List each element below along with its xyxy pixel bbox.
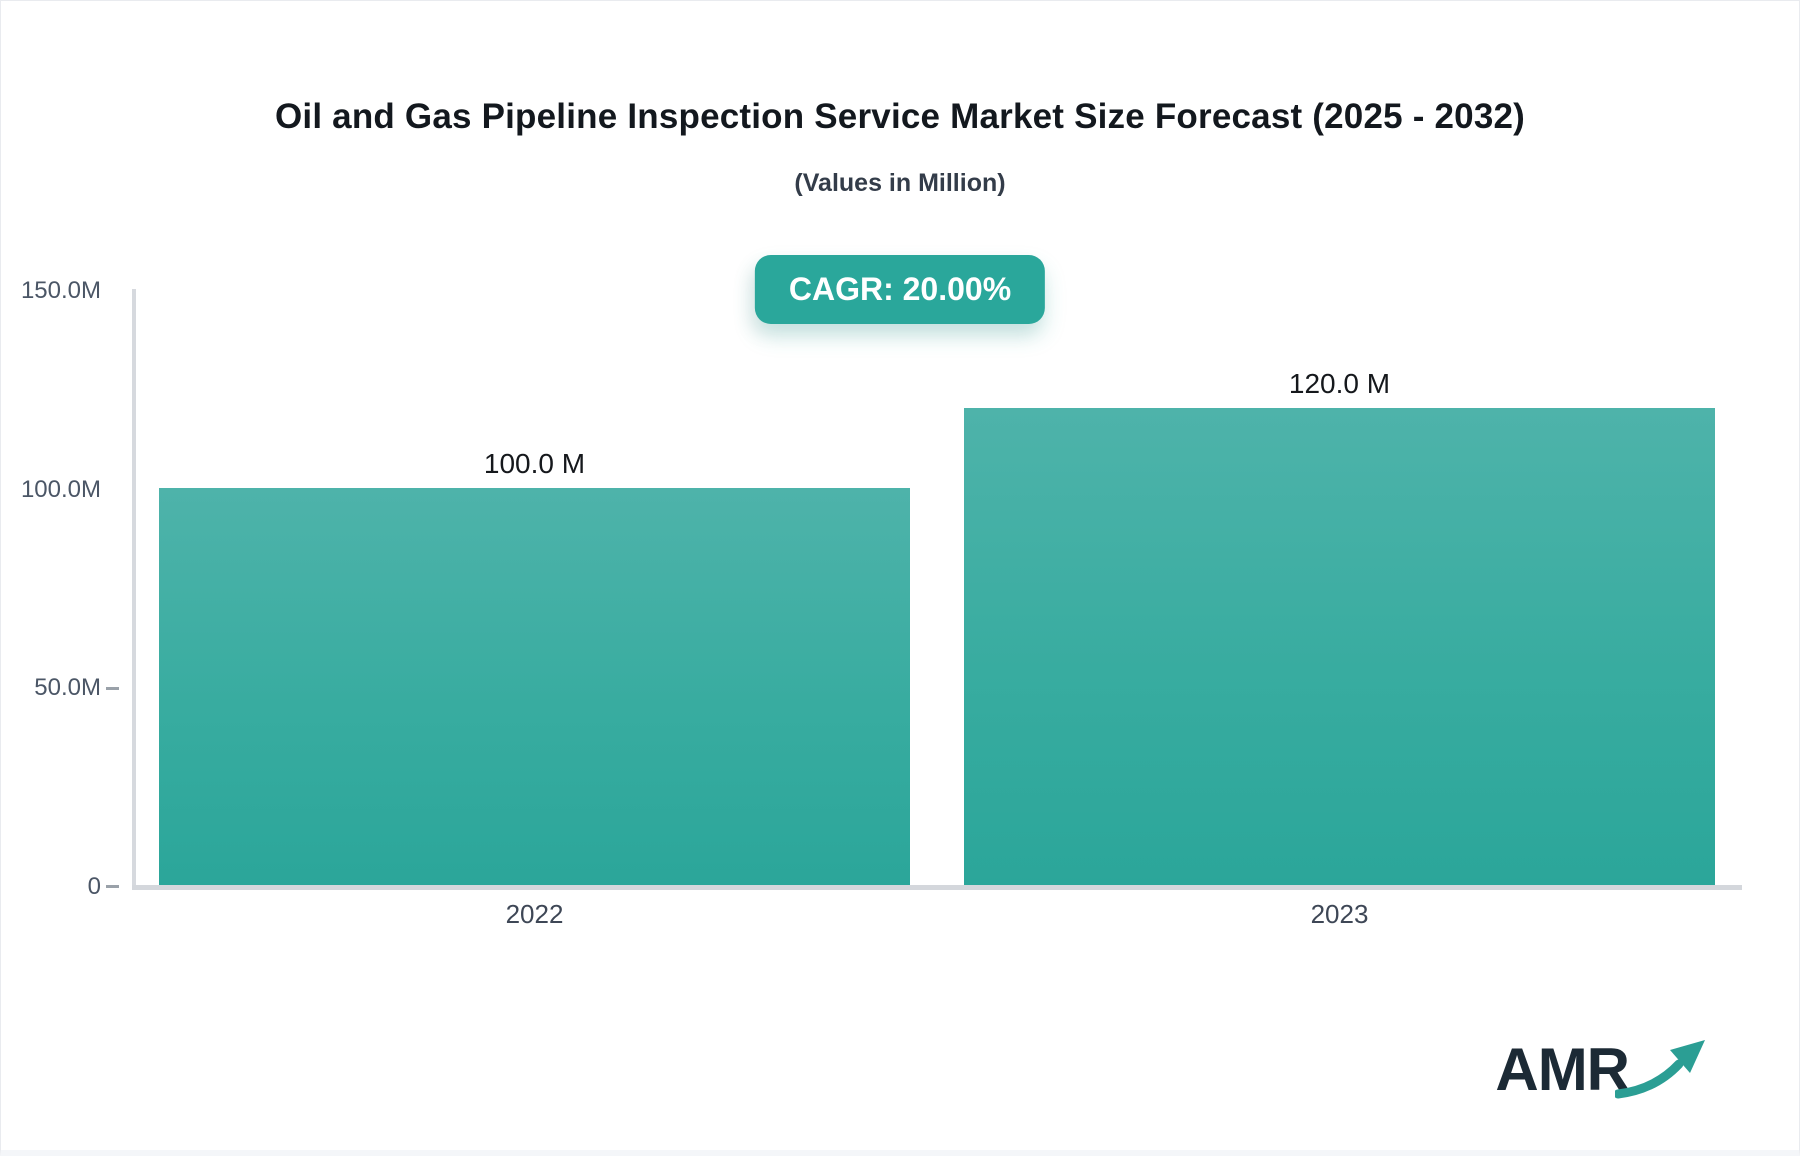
bar-value-label-2022: 100.0 M xyxy=(483,447,586,479)
amr-logo-text: AMR xyxy=(1495,1036,1630,1103)
bar-2023[interactable] xyxy=(964,408,1715,885)
y-tick-label-100m: 100.0M xyxy=(20,476,101,503)
x-axis-label-2022: 2022 xyxy=(505,899,564,929)
y-tick-label-50m: 50.0M xyxy=(34,674,101,701)
chart-subtitle: (Values in Million) xyxy=(794,169,1006,197)
y-tick-mark-0 xyxy=(106,885,119,888)
y-axis-line xyxy=(132,289,136,889)
x-axis-baseline xyxy=(132,885,1742,890)
y-tick-mark-50m xyxy=(106,687,119,690)
y-tick-label-0: 0 xyxy=(87,873,101,900)
page-title: Oil and Gas Pipeline Inspection Service … xyxy=(274,97,1526,136)
y-tick-label-150m: 150.0M xyxy=(20,277,101,304)
bar-column-2022: 100.0 M xyxy=(132,289,937,885)
x-axis-label-2023: 2023 xyxy=(1310,899,1369,929)
cagr-badge: CAGR: 20.00% xyxy=(754,255,1046,324)
plot-area: 100.0 M 120.0 M xyxy=(132,289,1742,885)
amr-logo: AMR xyxy=(1495,1040,1707,1100)
bar-2022[interactable] xyxy=(159,487,910,885)
bar-column-2023: 120.0 M xyxy=(937,289,1742,885)
x-axis-labels: 2022 2023 xyxy=(132,899,1742,930)
growth-arrow-icon xyxy=(1615,1040,1705,1099)
bar-value-label-2023: 120.0 M xyxy=(1288,368,1391,400)
